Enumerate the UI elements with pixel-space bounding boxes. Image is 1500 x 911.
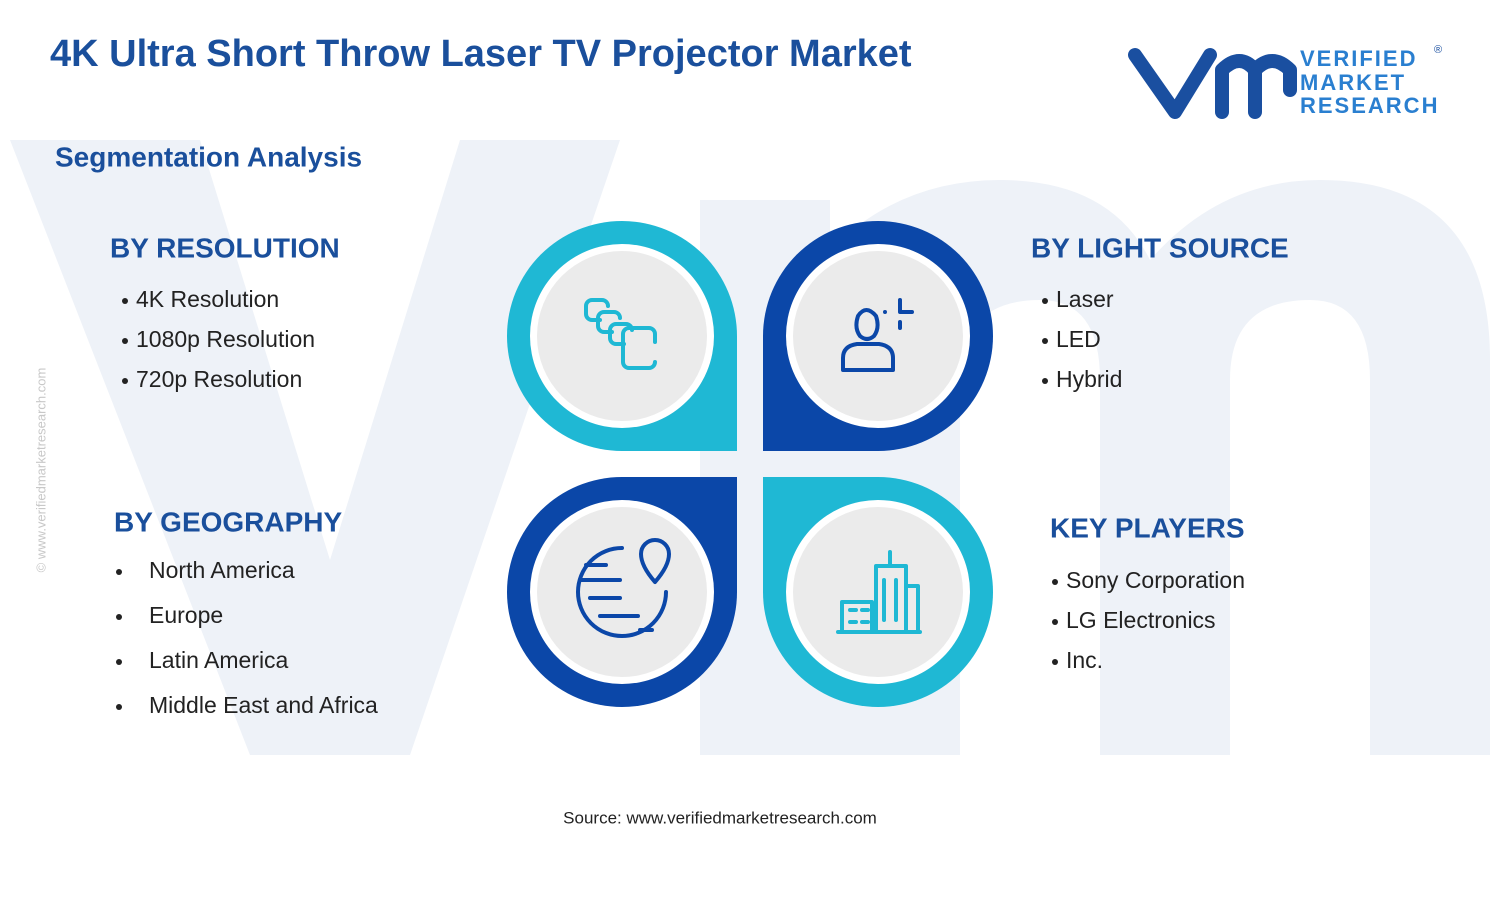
segment-item: 720p Resolution bbox=[136, 366, 302, 392]
segment-item: North America bbox=[149, 557, 295, 583]
bullet bbox=[116, 659, 122, 665]
icon bbox=[841, 298, 914, 372]
subtitle: Segmentation Analysis bbox=[55, 141, 362, 172]
segment-item: Hybrid bbox=[1056, 366, 1122, 392]
bullet bbox=[116, 569, 122, 575]
bullet bbox=[1052, 659, 1058, 665]
segment-heading: BY RESOLUTION bbox=[110, 232, 340, 263]
bullet bbox=[1052, 619, 1058, 625]
segment: BY GEOGRAPHY North America Europe Latin Ame… bbox=[114, 506, 378, 718]
segment-item: 1080p Resolution bbox=[136, 326, 315, 352]
segment-heading: BY LIGHT SOURCE bbox=[1031, 232, 1289, 263]
icon bbox=[584, 298, 657, 370]
title: 4K Ultra Short Throw Laser TV Projector … bbox=[50, 33, 912, 75]
segment-item: Middle East and Africa bbox=[149, 692, 378, 718]
segment-item: Sony Corporation bbox=[1066, 567, 1245, 593]
segment-item: LG Electronics bbox=[1066, 607, 1216, 633]
bullet bbox=[1042, 338, 1048, 344]
center-graphic bbox=[507, 221, 993, 707]
quadrant bbox=[763, 221, 993, 451]
inner-circle bbox=[537, 507, 707, 677]
bullet bbox=[122, 338, 128, 344]
segment-item: Laser bbox=[1056, 286, 1114, 312]
vertical-watermark: © www.verifiedmarketresearch.com bbox=[33, 368, 48, 573]
quadrant bbox=[507, 477, 737, 707]
segment-heading: BY GEOGRAPHY bbox=[114, 506, 343, 537]
source: Source: www.verifiedmarketresearch.com bbox=[563, 808, 877, 827]
segment: KEY PLAYERS Sony Corporation LG Electronic… bbox=[1050, 512, 1245, 673]
bullet bbox=[1052, 579, 1058, 585]
segment: BY RESOLUTION 4K Resolution 1080p Resoluti… bbox=[110, 232, 340, 392]
logo-mark bbox=[1128, 48, 1297, 119]
icon bbox=[836, 550, 922, 634]
segment-heading: KEY PLAYERS bbox=[1050, 512, 1245, 543]
logo-text: VERIFIED bbox=[1300, 46, 1417, 71]
logo-registered: ® bbox=[1434, 44, 1442, 56]
bullet bbox=[122, 298, 128, 304]
segment-item: Inc. bbox=[1066, 647, 1103, 673]
segment-item: 4K Resolution bbox=[136, 286, 279, 312]
bullet bbox=[1042, 298, 1048, 304]
bullet bbox=[116, 614, 122, 620]
icon bbox=[576, 538, 671, 638]
inner-circle bbox=[793, 251, 963, 421]
bullet bbox=[1042, 378, 1048, 384]
bullet bbox=[116, 704, 122, 710]
logo-text: RESEARCH bbox=[1300, 93, 1439, 118]
logo: VERIFIED MARKET RESEARCH ® bbox=[1128, 44, 1442, 119]
logo-text: MARKET bbox=[1300, 70, 1406, 95]
segment-item: Latin America bbox=[149, 647, 289, 673]
segment: BY LIGHT SOURCE Laser LED Hybrid bbox=[1031, 232, 1289, 392]
segments: BY RESOLUTION 4K Resolution 1080p Resoluti… bbox=[110, 232, 1289, 718]
bullet bbox=[122, 378, 128, 384]
segment-item: LED bbox=[1056, 326, 1101, 352]
segment-item: Europe bbox=[149, 602, 223, 628]
